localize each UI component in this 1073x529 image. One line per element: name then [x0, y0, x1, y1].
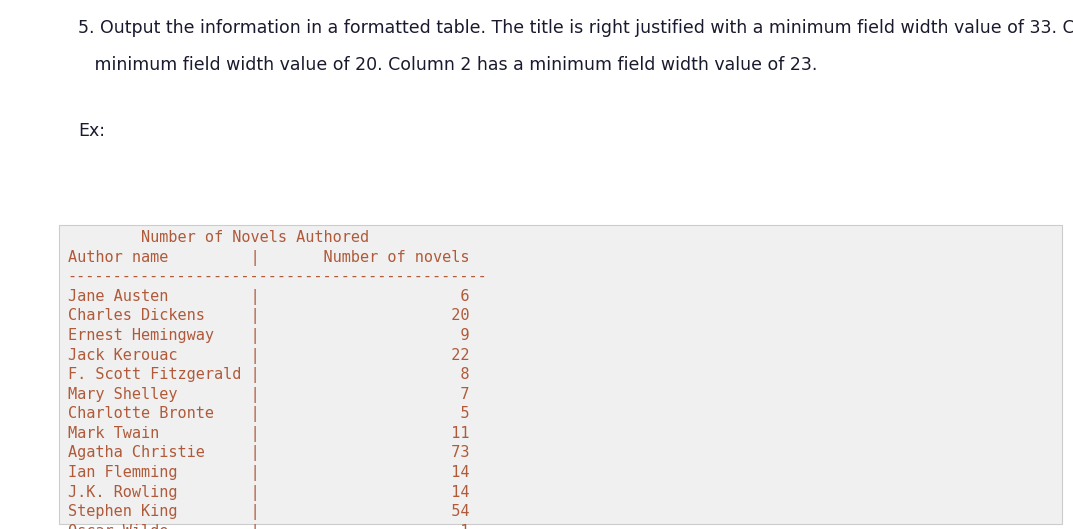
Text: ----------------------------------------------: ----------------------------------------…	[68, 269, 487, 284]
Text: Author name         |       Number of novels: Author name | Number of novels	[68, 250, 469, 266]
Text: F. Scott Fitzgerald |                      8: F. Scott Fitzgerald | 8	[68, 367, 469, 383]
Text: Jane Austen         |                      6: Jane Austen | 6	[68, 289, 469, 305]
Text: Mark Twain          |                     11: Mark Twain | 11	[68, 426, 469, 442]
Text: Agatha Christie     |                     73: Agatha Christie | 73	[68, 445, 469, 461]
Text: Ex:: Ex:	[78, 122, 105, 140]
Text: 5. Output the information in a formatted table. The title is right justified wit: 5. Output the information in a formatted…	[78, 19, 1073, 37]
Text: Mary Shelley        |                      7: Mary Shelley | 7	[68, 387, 469, 403]
Text: Jack Kerouac        |                     22: Jack Kerouac | 22	[68, 348, 469, 363]
FancyBboxPatch shape	[59, 225, 1062, 524]
Text: minimum field width value of 20. Column 2 has a minimum field width value of 23.: minimum field width value of 20. Column …	[78, 56, 818, 74]
Text: Stephen King        |                     54: Stephen King | 54	[68, 504, 469, 520]
Text: Oscar Wilde         |                      1: Oscar Wilde | 1	[68, 524, 469, 529]
Text: Charles Dickens     |                     20: Charles Dickens | 20	[68, 308, 469, 324]
Text: J.K. Rowling        |                     14: J.K. Rowling | 14	[68, 485, 469, 500]
Text: Ernest Hemingway    |                      9: Ernest Hemingway | 9	[68, 328, 469, 344]
Text: Ian Flemming        |                     14: Ian Flemming | 14	[68, 465, 469, 481]
Text: Number of Novels Authored: Number of Novels Authored	[68, 230, 369, 245]
Text: Charlotte Bronte    |                      5: Charlotte Bronte | 5	[68, 406, 469, 422]
